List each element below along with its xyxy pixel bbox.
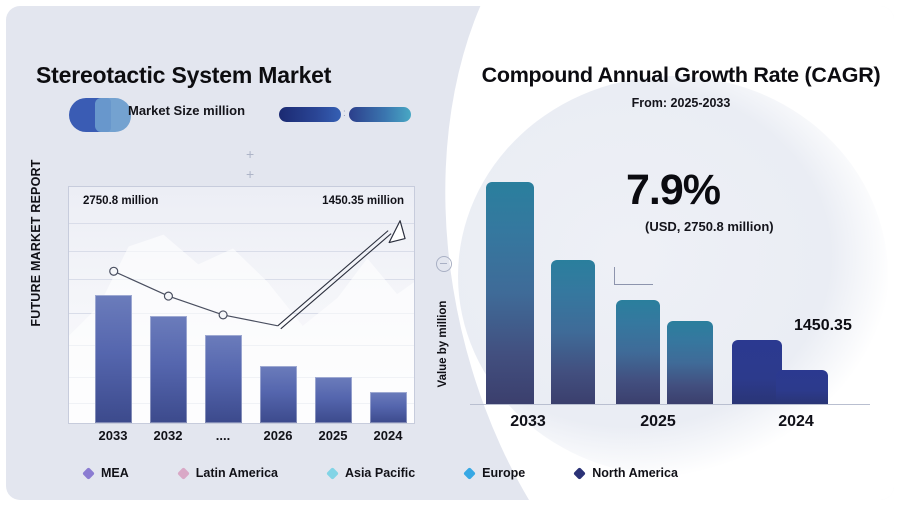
right-chart-title: Compound Annual Growth Rate (CAGR) (481, 63, 881, 87)
plus-marker-icon-2: + (246, 166, 255, 182)
right-bar-chart: 1450.35 2033 2025 2024 (458, 156, 894, 431)
gridline (69, 251, 414, 252)
bar-2024-primary[interactable] (732, 340, 782, 404)
left-chart-y-axis-label: FUTURE MARKET REPORT (29, 159, 43, 327)
bar-2033[interactable] (95, 295, 132, 423)
market-size-legend-label: Market Size million (128, 103, 246, 118)
legend-label: MEA (101, 466, 129, 480)
plus-marker-icon-1: + (246, 146, 255, 162)
legend-pill-separator: : (343, 108, 346, 119)
bar-2024-secondary[interactable] (776, 370, 828, 404)
x-label-2024: 2024 (778, 413, 814, 430)
corner-bracket-mark (614, 267, 653, 285)
legend-item-asia-pacific[interactable]: Asia Pacific (326, 466, 416, 480)
logo-right-shape (95, 98, 131, 132)
left-chart-x-axis: 2033 2032 .... 2026 2025 2024 (68, 428, 415, 448)
legend-item-europe[interactable]: Europe (463, 466, 526, 480)
brand-logo-icon (69, 98, 131, 132)
bar-ellipsis[interactable] (205, 335, 242, 423)
bar-2032[interactable] (150, 316, 187, 423)
x-label-2025: 2025 (640, 413, 676, 430)
legend-label: Europe (482, 466, 526, 480)
bar-2033-secondary[interactable] (551, 260, 595, 404)
zoom-out-icon[interactable] (436, 256, 452, 272)
baseline-axis (470, 404, 870, 405)
legend-marker-icon (82, 466, 95, 480)
region-legend: MEA Latin America Asia Pacific Europe No… (82, 466, 678, 480)
right-chart-subtitle: From: 2025-2033 (631, 96, 731, 110)
bar-2025-primary[interactable] (616, 300, 660, 404)
legend-item-north-america[interactable]: North America (573, 466, 678, 480)
left-chart-value-end: 1450.35 million (322, 195, 404, 207)
left-chart-title: Stereotactic System Market (36, 62, 332, 88)
legend-pill-primary (279, 107, 341, 122)
left-bar-chart: 2750.8 million 1450.35 million (68, 186, 415, 424)
bar-2026[interactable] (260, 366, 297, 423)
legend-marker-icon (176, 466, 190, 480)
x-label-2025: 2025 (318, 428, 348, 443)
gridline (69, 223, 414, 224)
legend-item-latin-america[interactable]: Latin America (176, 466, 278, 480)
legend-label: North America (592, 466, 678, 480)
x-label-ellipsis: .... (215, 428, 231, 443)
legend-marker-icon (463, 466, 477, 480)
main-panel: Stereotactic System Market Market Size m… (6, 6, 894, 500)
trend-line-overlay (109, 220, 406, 330)
cagr-value: 7.9% (626, 166, 721, 214)
bar-2025[interactable] (315, 377, 352, 423)
x-label-2033: 2033 (98, 428, 128, 443)
bar-2024[interactable] (370, 392, 407, 423)
bar-2025-secondary[interactable] (667, 321, 713, 404)
left-chart-value-start: 2750.8 million (83, 195, 159, 207)
x-label-2024: 2024 (373, 428, 403, 443)
legend-label: Asia Pacific (344, 466, 416, 480)
legend-label: Latin America (195, 466, 278, 480)
cagr-note: (USD, 2750.8 million) (645, 219, 774, 234)
legend-item-mea[interactable]: MEA (82, 466, 129, 480)
legend-marker-icon (573, 466, 587, 480)
legend-marker-icon (326, 466, 339, 480)
bar-data-label-2024: 1450.35 (794, 317, 852, 334)
legend-pill-secondary (349, 107, 411, 122)
x-label-2033: 2033 (510, 413, 546, 430)
left-chart-right-axis-label: Value by million (437, 300, 449, 388)
x-label-2026: 2026 (263, 428, 293, 443)
x-label-2032: 2032 (153, 428, 183, 443)
bar-2033-primary[interactable] (486, 182, 534, 404)
